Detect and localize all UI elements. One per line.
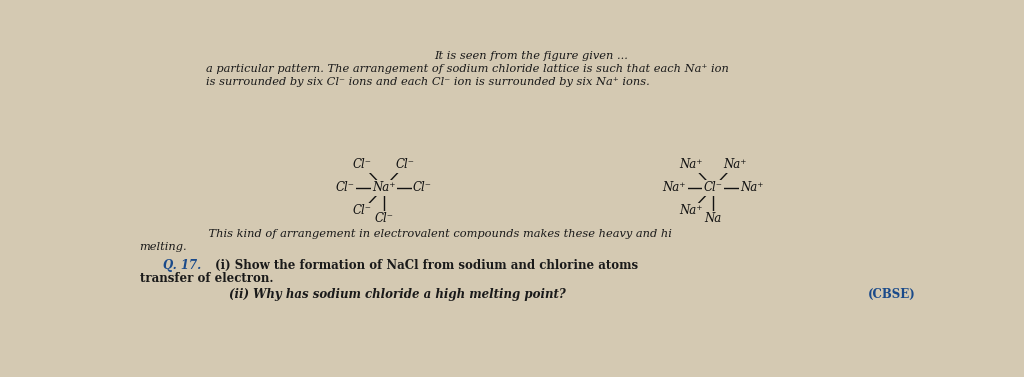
Text: Cl⁻: Cl⁻	[352, 158, 372, 171]
Text: (i) Show the formation of NaCl from sodium and chlorine atoms: (i) Show the formation of NaCl from sodi…	[215, 259, 638, 271]
Text: Na: Na	[705, 212, 722, 225]
Text: Cl⁻: Cl⁻	[374, 212, 393, 225]
Text: This kind of arrangement in electrovalent compounds makes these heavy and hi: This kind of arrangement in electrovalen…	[194, 229, 672, 239]
Text: It is seen from the figure givеn ...: It is seen from the figure givеn ...	[434, 51, 628, 61]
Text: Cl⁻: Cl⁻	[413, 181, 432, 194]
Text: Na⁺: Na⁺	[372, 181, 395, 194]
Text: (CBSE): (CBSE)	[868, 288, 915, 301]
Text: Na⁺: Na⁺	[680, 158, 703, 171]
Text: (ii) Why has sodium chloride a high melting point?: (ii) Why has sodium chloride a high melt…	[228, 288, 565, 301]
Text: Na⁺: Na⁺	[723, 158, 746, 171]
Text: Q. 17.: Q. 17.	[163, 259, 201, 271]
Text: transfer of electron.: transfer of electron.	[139, 273, 273, 285]
Text: Na⁺: Na⁺	[663, 181, 686, 194]
Text: Cl⁻: Cl⁻	[352, 204, 372, 217]
Text: Cl⁻: Cl⁻	[336, 181, 354, 194]
Text: Na⁺: Na⁺	[680, 204, 703, 217]
Text: melting.: melting.	[139, 242, 187, 252]
Text: a particular pattern. The arrangement of sodium chloride lattice is such that ea: a particular pattern. The arrangement of…	[206, 64, 728, 74]
Text: Na⁺: Na⁺	[740, 181, 764, 194]
Text: Cl⁻: Cl⁻	[703, 181, 723, 194]
Text: Cl⁻: Cl⁻	[396, 158, 415, 171]
Text: is surrounded by six Cl⁻ ions and each Cl⁻ ion is surrounded by six Na⁺ ions.: is surrounded by six Cl⁻ ions and each C…	[206, 77, 649, 87]
